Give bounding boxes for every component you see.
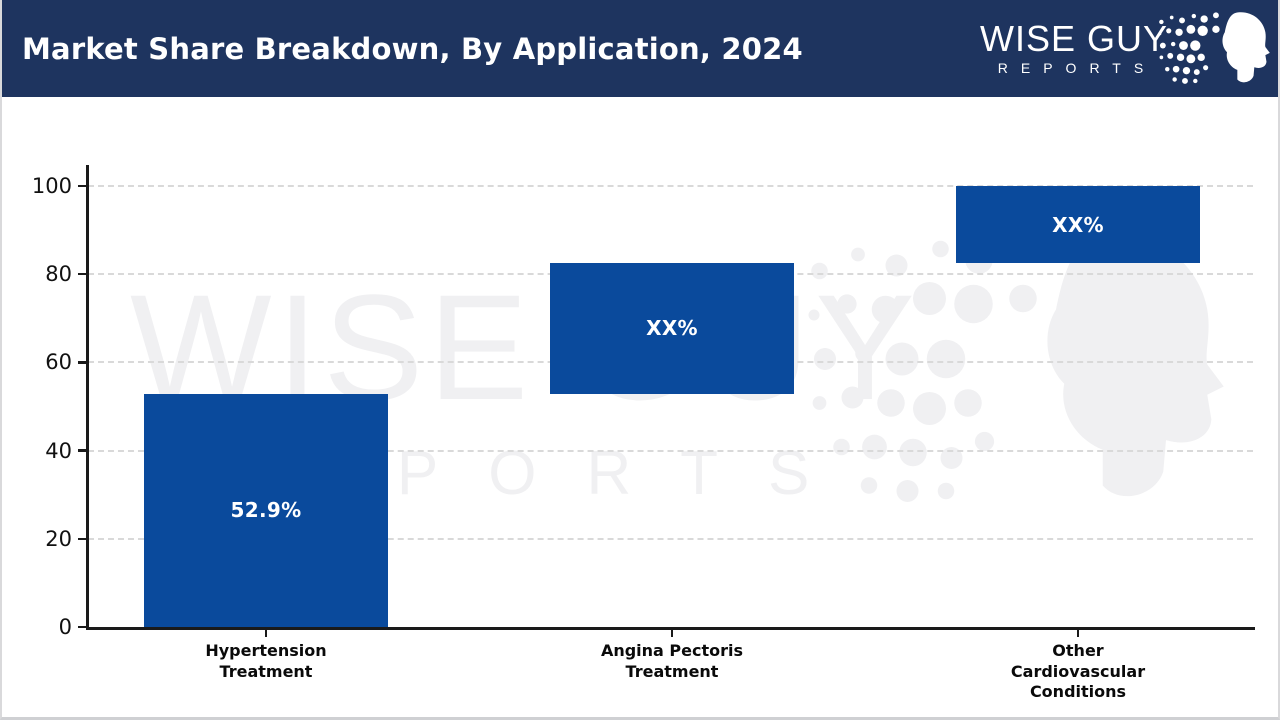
- y-tick: [78, 449, 86, 452]
- wiseguy-logo: WISE GUY REPORTS: [980, 0, 1272, 97]
- y-tick: [78, 184, 86, 188]
- gridline: [88, 185, 1253, 187]
- header-bar: Market Share Breakdown, By Application, …: [2, 0, 1278, 97]
- bar-value-label: 52.9%: [230, 498, 302, 523]
- x-tick: [264, 629, 268, 637]
- wiseguy-face-icon: [1158, 12, 1270, 84]
- watermark-text: WISE GUY REPORTS: [130, 272, 920, 509]
- y-tick-label: 20: [45, 526, 72, 551]
- y-tick: [78, 361, 86, 364]
- bar-segment: 52.9%: [144, 393, 388, 627]
- bar-value-label: XX%: [1052, 212, 1104, 237]
- bar-value-label: XX%: [646, 316, 698, 341]
- x-axis-label: Other Cardiovascular Conditions: [1010, 641, 1146, 701]
- bar-segment: XX%: [956, 186, 1200, 264]
- watermark-reports: REPORTS: [210, 439, 860, 508]
- chart-title: Market Share Breakdown, By Application, …: [22, 31, 803, 66]
- y-tick-label: 0: [58, 615, 72, 639]
- logo-text-wise-guy: WISE GUY: [979, 18, 1168, 59]
- x-tick: [1076, 629, 1080, 637]
- logo-text-reports: REPORTS: [997, 60, 1157, 76]
- watermark: WISE GUY REPORTS: [2, 97, 1278, 717]
- y-tick: [78, 272, 86, 276]
- bar-segment: XX%: [550, 263, 794, 394]
- x-axis-line: [86, 627, 1255, 630]
- y-tick-label: 60: [45, 350, 72, 375]
- y-tick-label: 100: [31, 174, 72, 198]
- watermark-face-icon: [808, 234, 1224, 502]
- y-axis-line: [86, 165, 89, 630]
- y-tick-label: 40: [45, 438, 72, 463]
- x-tick: [670, 629, 674, 637]
- gridline: [88, 361, 1253, 364]
- y-tick: [78, 537, 86, 541]
- y-tick: [78, 625, 86, 629]
- gridline: [88, 273, 1253, 276]
- y-tick-label: 80: [45, 262, 72, 287]
- x-axis-label: Hypertension Treatment: [205, 641, 327, 681]
- watermark-wise-guy: WISE GUY: [130, 263, 921, 431]
- x-axis-label: Angina Pectoris Treatment: [600, 641, 744, 681]
- gridline: [88, 449, 1253, 452]
- gridline: [88, 537, 1253, 540]
- logo-wordmark: WISE GUY REPORTS: [979, 18, 1168, 77]
